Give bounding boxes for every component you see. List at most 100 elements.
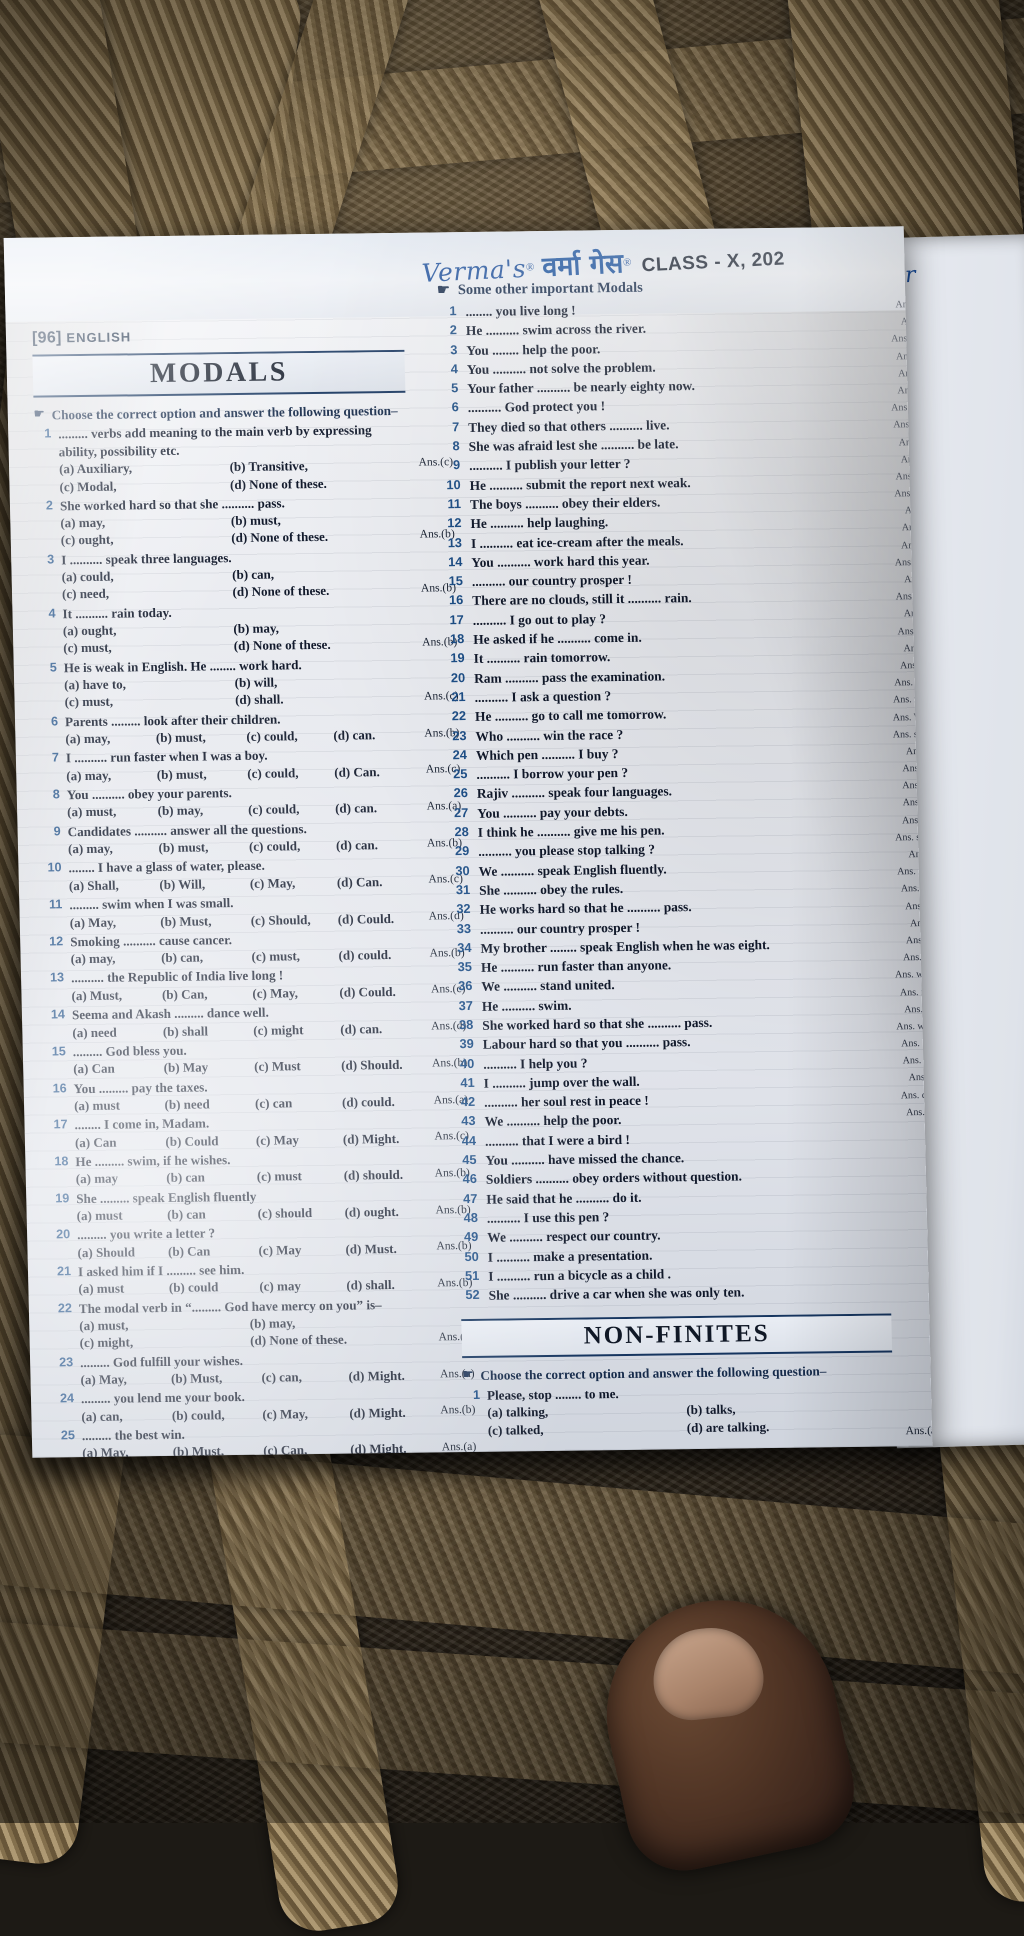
option-choice[interactable]: (d) shall. xyxy=(346,1276,426,1294)
option-choice[interactable]: (d) Could. xyxy=(339,983,419,1001)
option-choice[interactable]: (b) could, xyxy=(172,1405,263,1423)
option-choice[interactable]: (d) None of these. xyxy=(232,581,403,601)
option-choice[interactable]: (c) May, xyxy=(252,984,339,1002)
option-choice[interactable]: (b) must, xyxy=(156,728,247,746)
option-choice[interactable]: (a) may, xyxy=(65,729,156,747)
option-choice[interactable]: (b) may, xyxy=(157,801,248,819)
option-choice[interactable]: (a) Auxiliary, xyxy=(59,458,230,478)
option-choice[interactable]: (c) May, xyxy=(262,1404,349,1422)
option-choice[interactable]: (b) can xyxy=(167,1205,258,1223)
option-choice[interactable]: (b) shall xyxy=(163,1021,254,1039)
option-choice[interactable]: (a) may, xyxy=(70,949,161,967)
option-choice[interactable]: (a) can, xyxy=(81,1407,172,1425)
option-choice[interactable]: (a) may, xyxy=(60,512,231,532)
option-choice[interactable]: (c) must xyxy=(257,1167,344,1185)
option-choice[interactable]: (d) could. xyxy=(342,1093,422,1111)
margin-answer-entry: Ans. m xyxy=(773,605,933,624)
option-choice[interactable]: (d) Could. xyxy=(338,909,418,927)
option-choice[interactable]: (d) ought. xyxy=(344,1203,424,1221)
option-choice[interactable]: (d) Can. xyxy=(334,762,414,780)
option-choice[interactable]: (b) may, xyxy=(250,1313,421,1333)
option-choice[interactable]: (a) may, xyxy=(68,839,159,857)
option-choice[interactable]: (a) could, xyxy=(61,566,232,586)
option-choice[interactable]: (a) must xyxy=(76,1206,167,1224)
option-choice[interactable]: (a) Shall, xyxy=(69,876,160,894)
option-choice[interactable]: (c) Must xyxy=(254,1057,341,1075)
option-choice[interactable]: (a) May, xyxy=(80,1370,171,1388)
option-choice[interactable]: (a) must, xyxy=(67,803,158,821)
option-choice[interactable]: (c) May, xyxy=(250,874,337,892)
option-choice[interactable]: (c) must, xyxy=(251,947,338,965)
option-choice[interactable]: (c) May xyxy=(258,1240,345,1258)
option-choice[interactable]: (c) can xyxy=(255,1094,342,1112)
option-choice[interactable]: (a) Must, xyxy=(71,986,162,1004)
option-choice[interactable]: (a) must xyxy=(78,1279,169,1297)
option-choice[interactable]: (d) could. xyxy=(338,946,418,964)
option-choice[interactable]: (b) can, xyxy=(232,564,403,584)
option-choice[interactable]: (a) Should xyxy=(77,1243,168,1261)
option-choice[interactable]: (c) should xyxy=(257,1204,344,1222)
option-choice[interactable]: (a) Can xyxy=(75,1133,166,1151)
option-choice[interactable]: (d) Might. xyxy=(349,1403,429,1421)
option-choice[interactable]: (b) Can xyxy=(168,1241,259,1259)
option-choice[interactable]: (b) Could xyxy=(165,1131,256,1149)
option-choice[interactable]: (b) must, xyxy=(157,765,248,783)
option-choice[interactable]: (d) Should. xyxy=(341,1056,421,1074)
option-choice[interactable]: (b) Can, xyxy=(162,985,253,1003)
option-choice[interactable]: (a) must xyxy=(74,1096,165,1114)
option-choice[interactable]: (c) must, xyxy=(63,637,234,657)
option-choice[interactable]: (c) could, xyxy=(247,764,334,782)
option-choice[interactable]: (d) can. xyxy=(333,726,413,744)
option-choice[interactable]: (d) should. xyxy=(344,1166,424,1184)
option-choice[interactable]: (a) must, xyxy=(79,1315,250,1335)
option-choice[interactable]: (a) May, xyxy=(82,1443,173,1457)
option-choice[interactable]: (b) can, xyxy=(161,948,252,966)
option-choice[interactable]: (b) Transitive, xyxy=(229,456,400,476)
option-choice[interactable]: (c) must, xyxy=(64,691,235,711)
option-choice[interactable]: (c) talked, xyxy=(488,1419,687,1439)
option-choice[interactable]: (c) Modal, xyxy=(59,476,230,496)
option-choice[interactable]: (b) could xyxy=(169,1278,260,1296)
option-choice[interactable]: (c) May xyxy=(256,1130,343,1148)
option-choice[interactable]: (b) must, xyxy=(158,838,249,856)
option-choice[interactable]: (c) ought, xyxy=(61,530,232,550)
option-choice[interactable]: (d) None of these. xyxy=(230,473,401,493)
option-choice[interactable]: (b) Will, xyxy=(159,875,250,893)
option-choice[interactable]: (b) May xyxy=(164,1058,255,1076)
option-choice[interactable]: (a) need xyxy=(72,1023,163,1041)
option-choice[interactable]: (b) need xyxy=(164,1095,255,1113)
option-choice[interactable]: (d) are talking. xyxy=(687,1416,886,1436)
option-choice[interactable]: (a) May, xyxy=(70,913,161,931)
option-choice[interactable]: (c) can, xyxy=(261,1368,348,1386)
option-choice[interactable]: (d) Might. xyxy=(348,1367,428,1385)
option-choice[interactable]: (a) have to, xyxy=(64,674,235,694)
option-choice[interactable]: (d) can. xyxy=(336,836,416,854)
option-choice[interactable]: (a) may xyxy=(76,1169,167,1187)
option-choice[interactable]: (a) Can xyxy=(73,1059,164,1077)
option-choice[interactable]: (c) need, xyxy=(62,584,233,604)
option-choice[interactable]: (a) may, xyxy=(66,766,157,784)
option-choice[interactable]: (b) may, xyxy=(233,618,404,638)
option-choice[interactable]: (d) shall. xyxy=(235,689,406,709)
option-choice[interactable]: (d) None of these. xyxy=(231,527,402,547)
option-choice[interactable]: (b) will, xyxy=(234,672,405,692)
option-choice[interactable]: (b) can xyxy=(166,1168,257,1186)
option-choice[interactable]: (c) could, xyxy=(249,837,336,855)
option-choice[interactable]: (d) Might. xyxy=(343,1129,423,1147)
option-choice[interactable]: (d) Must. xyxy=(345,1239,425,1257)
option-choice[interactable]: (c) could, xyxy=(248,800,335,818)
option-choice[interactable]: (b) Must, xyxy=(171,1369,262,1387)
option-choice[interactable]: (a) ought, xyxy=(63,620,234,640)
option-choice[interactable]: (c) may xyxy=(259,1277,346,1295)
option-choice[interactable]: (d) None of these. xyxy=(250,1330,421,1350)
option-choice[interactable]: (d) None of these. xyxy=(234,635,405,655)
option-choice[interactable]: (c) might xyxy=(253,1020,340,1038)
option-choice[interactable]: (b) Must, xyxy=(160,911,251,929)
option-choice[interactable]: (c) Should, xyxy=(251,910,338,928)
option-choice[interactable]: (d) can. xyxy=(340,1019,420,1037)
option-choice[interactable]: (d) Can. xyxy=(337,873,417,891)
option-choice[interactable]: (d) can. xyxy=(335,799,415,817)
option-choice[interactable]: (c) could, xyxy=(246,727,333,745)
option-choice[interactable]: (b) must, xyxy=(231,510,402,530)
option-choice[interactable]: (c) might, xyxy=(79,1332,250,1352)
